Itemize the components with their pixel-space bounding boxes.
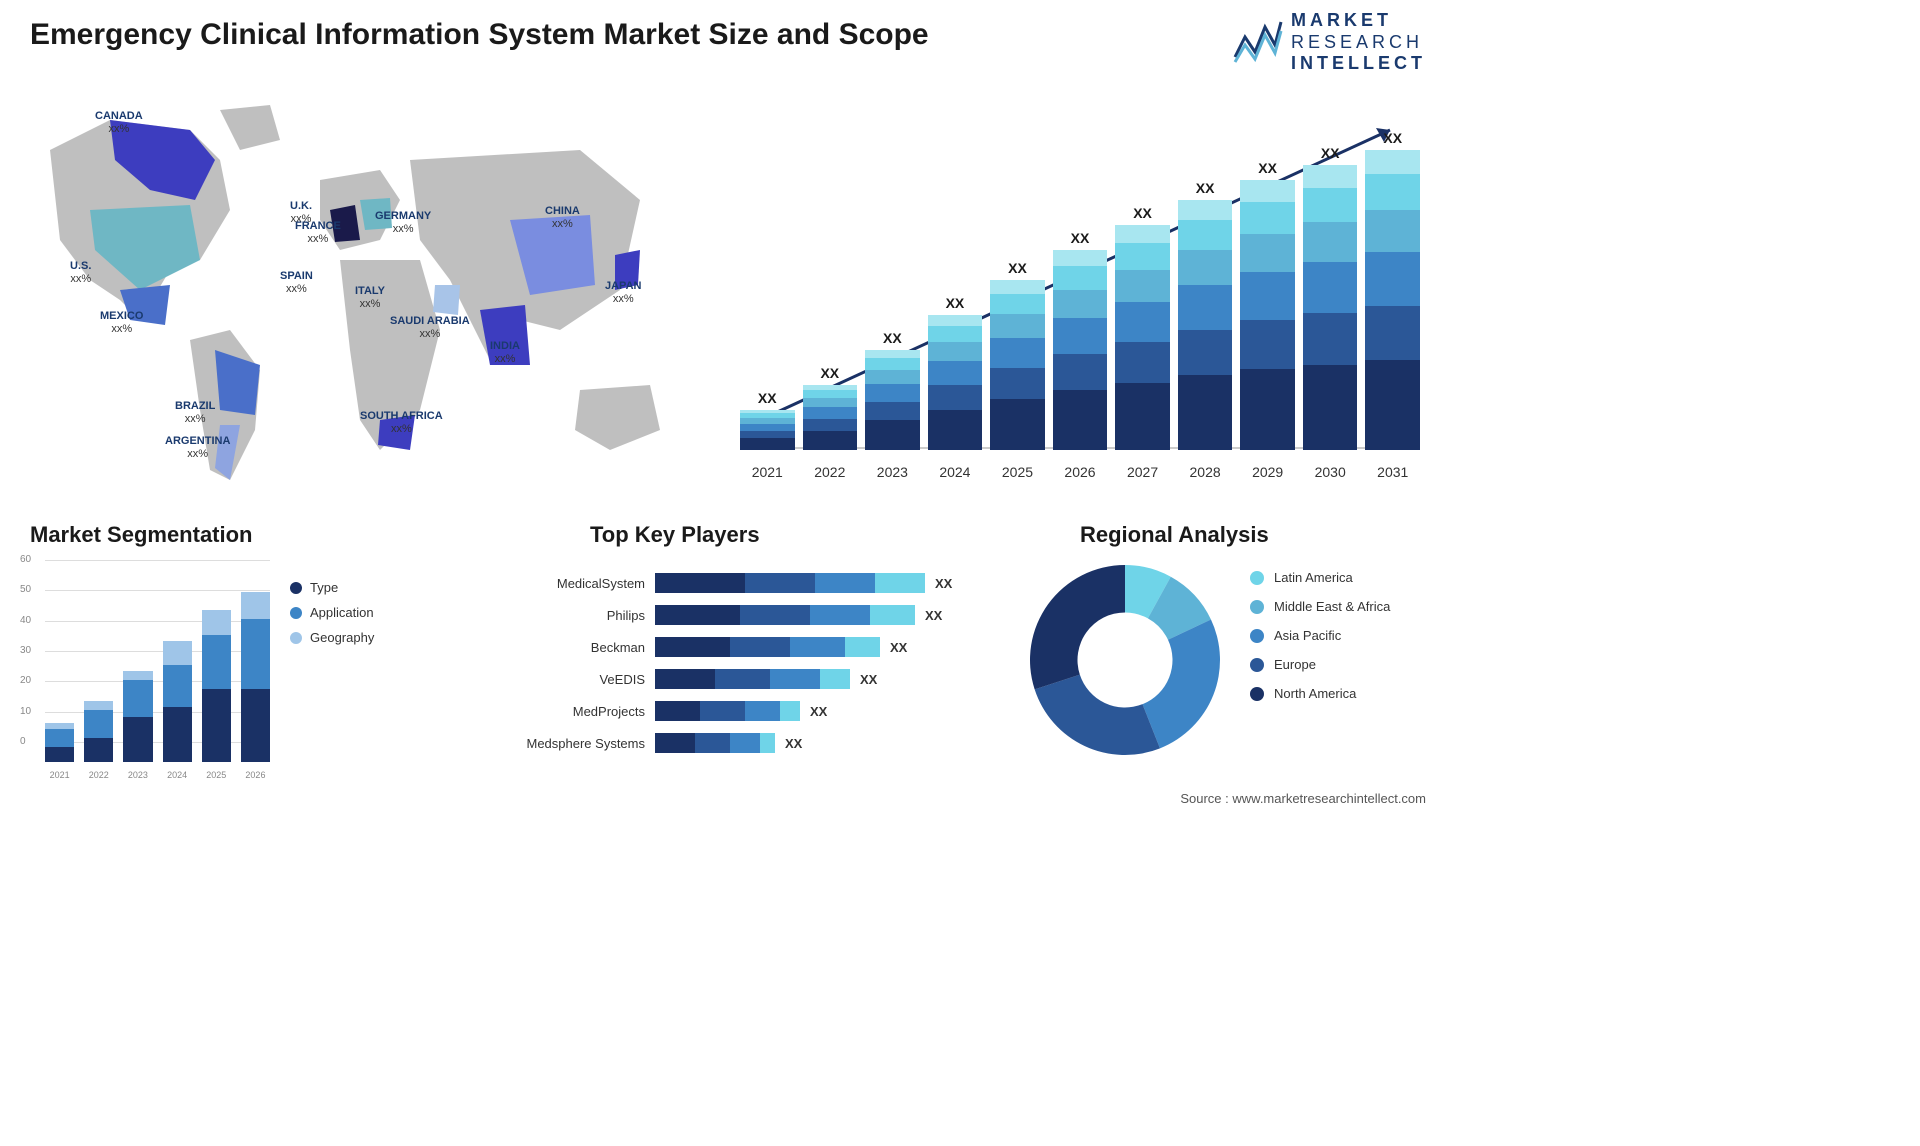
map-label-u.s.: U.S.xx% — [70, 260, 91, 286]
kp-row-philips: PhilipsXX — [520, 602, 980, 628]
segmentation-legend: Type Application Geography — [290, 580, 374, 655]
region-legend-asia-pacific: Asia Pacific — [1250, 628, 1390, 643]
seg-legend-application: Application — [290, 605, 374, 620]
source-label: Source : www.marketresearchintellect.com — [1180, 791, 1426, 806]
kp-row-medicalsystem: MedicalSystemXX — [520, 570, 980, 596]
donut-slice-europe — [1035, 675, 1160, 755]
map-label-china: CHINAxx% — [545, 205, 580, 231]
bar-col-2025: XX — [990, 260, 1045, 450]
map-label-south-africa: SOUTH AFRICAxx% — [360, 410, 443, 436]
map-saudi — [433, 285, 460, 315]
bar-col-2029: XX — [1240, 160, 1295, 450]
key-players-title: Top Key Players — [590, 522, 760, 548]
bar-col-2031: XX — [1365, 130, 1420, 450]
kp-row-veedis: VeEDISXX — [520, 666, 980, 692]
seg-col-2021 — [45, 723, 74, 762]
logo-line2: RESEARCH — [1291, 32, 1426, 54]
map-label-canada: CANADAxx% — [95, 110, 143, 136]
bar-col-2028: XX — [1178, 180, 1233, 450]
map-label-france: FRANCExx% — [295, 220, 341, 246]
map-label-argentina: ARGENTINAxx% — [165, 435, 230, 461]
regional-donut — [1020, 555, 1230, 765]
map-label-saudi-arabia: SAUDI ARABIAxx% — [390, 315, 470, 341]
bar-col-2021: XX — [740, 390, 795, 450]
kp-row-medsphere-systems: Medsphere SystemsXX — [520, 730, 980, 756]
segmentation-title: Market Segmentation — [30, 522, 253, 548]
seg-legend-type: Type — [290, 580, 374, 595]
map-label-india: INDIAxx% — [490, 340, 520, 366]
brand-logo: MARKET RESEARCH INTELLECT — [1233, 10, 1426, 75]
world-map: CANADAxx% U.S.xx% MEXICOxx% BRAZILxx% ARGENT… — [20, 90, 690, 490]
market-size-chart: XXXXXXXXXXXXXXXXXXXXXX 20212022202320242… — [740, 100, 1420, 480]
seg-col-2024 — [163, 641, 192, 762]
bar-col-2030: XX — [1303, 145, 1358, 450]
region-legend-europe: Europe — [1250, 657, 1390, 672]
regional-title: Regional Analysis — [1080, 522, 1269, 548]
bar-col-2026: XX — [1053, 230, 1108, 450]
logo-line1: MARKET — [1291, 10, 1426, 32]
kp-row-medprojects: MedProjectsXX — [520, 698, 980, 724]
region-legend-middle-east-africa: Middle East & Africa — [1250, 599, 1390, 614]
map-label-mexico: MEXICOxx% — [100, 310, 143, 336]
seg-col-2026 — [241, 592, 270, 762]
region-legend-latin-america: Latin America — [1250, 570, 1390, 585]
bar-col-2023: XX — [865, 330, 920, 450]
bar-col-2022: XX — [803, 365, 858, 450]
seg-col-2023 — [123, 671, 152, 762]
map-label-brazil: BRAZILxx% — [175, 400, 215, 426]
map-label-italy: ITALYxx% — [355, 285, 385, 311]
logo-line3: INTELLECT — [1291, 53, 1426, 75]
map-brazil — [215, 350, 260, 415]
regional-legend: Latin America Middle East & Africa Asia Pa… — [1250, 570, 1390, 715]
donut-slice-north-america — [1030, 565, 1125, 689]
kp-row-beckman: BeckmanXX — [520, 634, 980, 660]
seg-col-2022 — [84, 701, 113, 762]
logo-mark-icon — [1233, 17, 1283, 67]
map-label-japan: JAPANxx% — [605, 280, 641, 306]
bar-col-2027: XX — [1115, 205, 1170, 450]
map-label-spain: SPAINxx% — [280, 270, 313, 296]
map-label-germany: GERMANYxx% — [375, 210, 431, 236]
seg-col-2025 — [202, 610, 231, 762]
donut-slice-asia-pacific — [1142, 620, 1220, 749]
segmentation-chart: 202120222023202420252026 0102030405060 — [20, 560, 270, 780]
key-players-chart: MedicalSystemXX PhilipsXX BeckmanXX VeEDISX… — [520, 570, 980, 762]
region-legend-north-america: North America — [1250, 686, 1390, 701]
bar-col-2024: XX — [928, 295, 983, 450]
page-title: Emergency Clinical Information System Ma… — [30, 18, 929, 52]
seg-legend-geography: Geography — [290, 630, 374, 645]
